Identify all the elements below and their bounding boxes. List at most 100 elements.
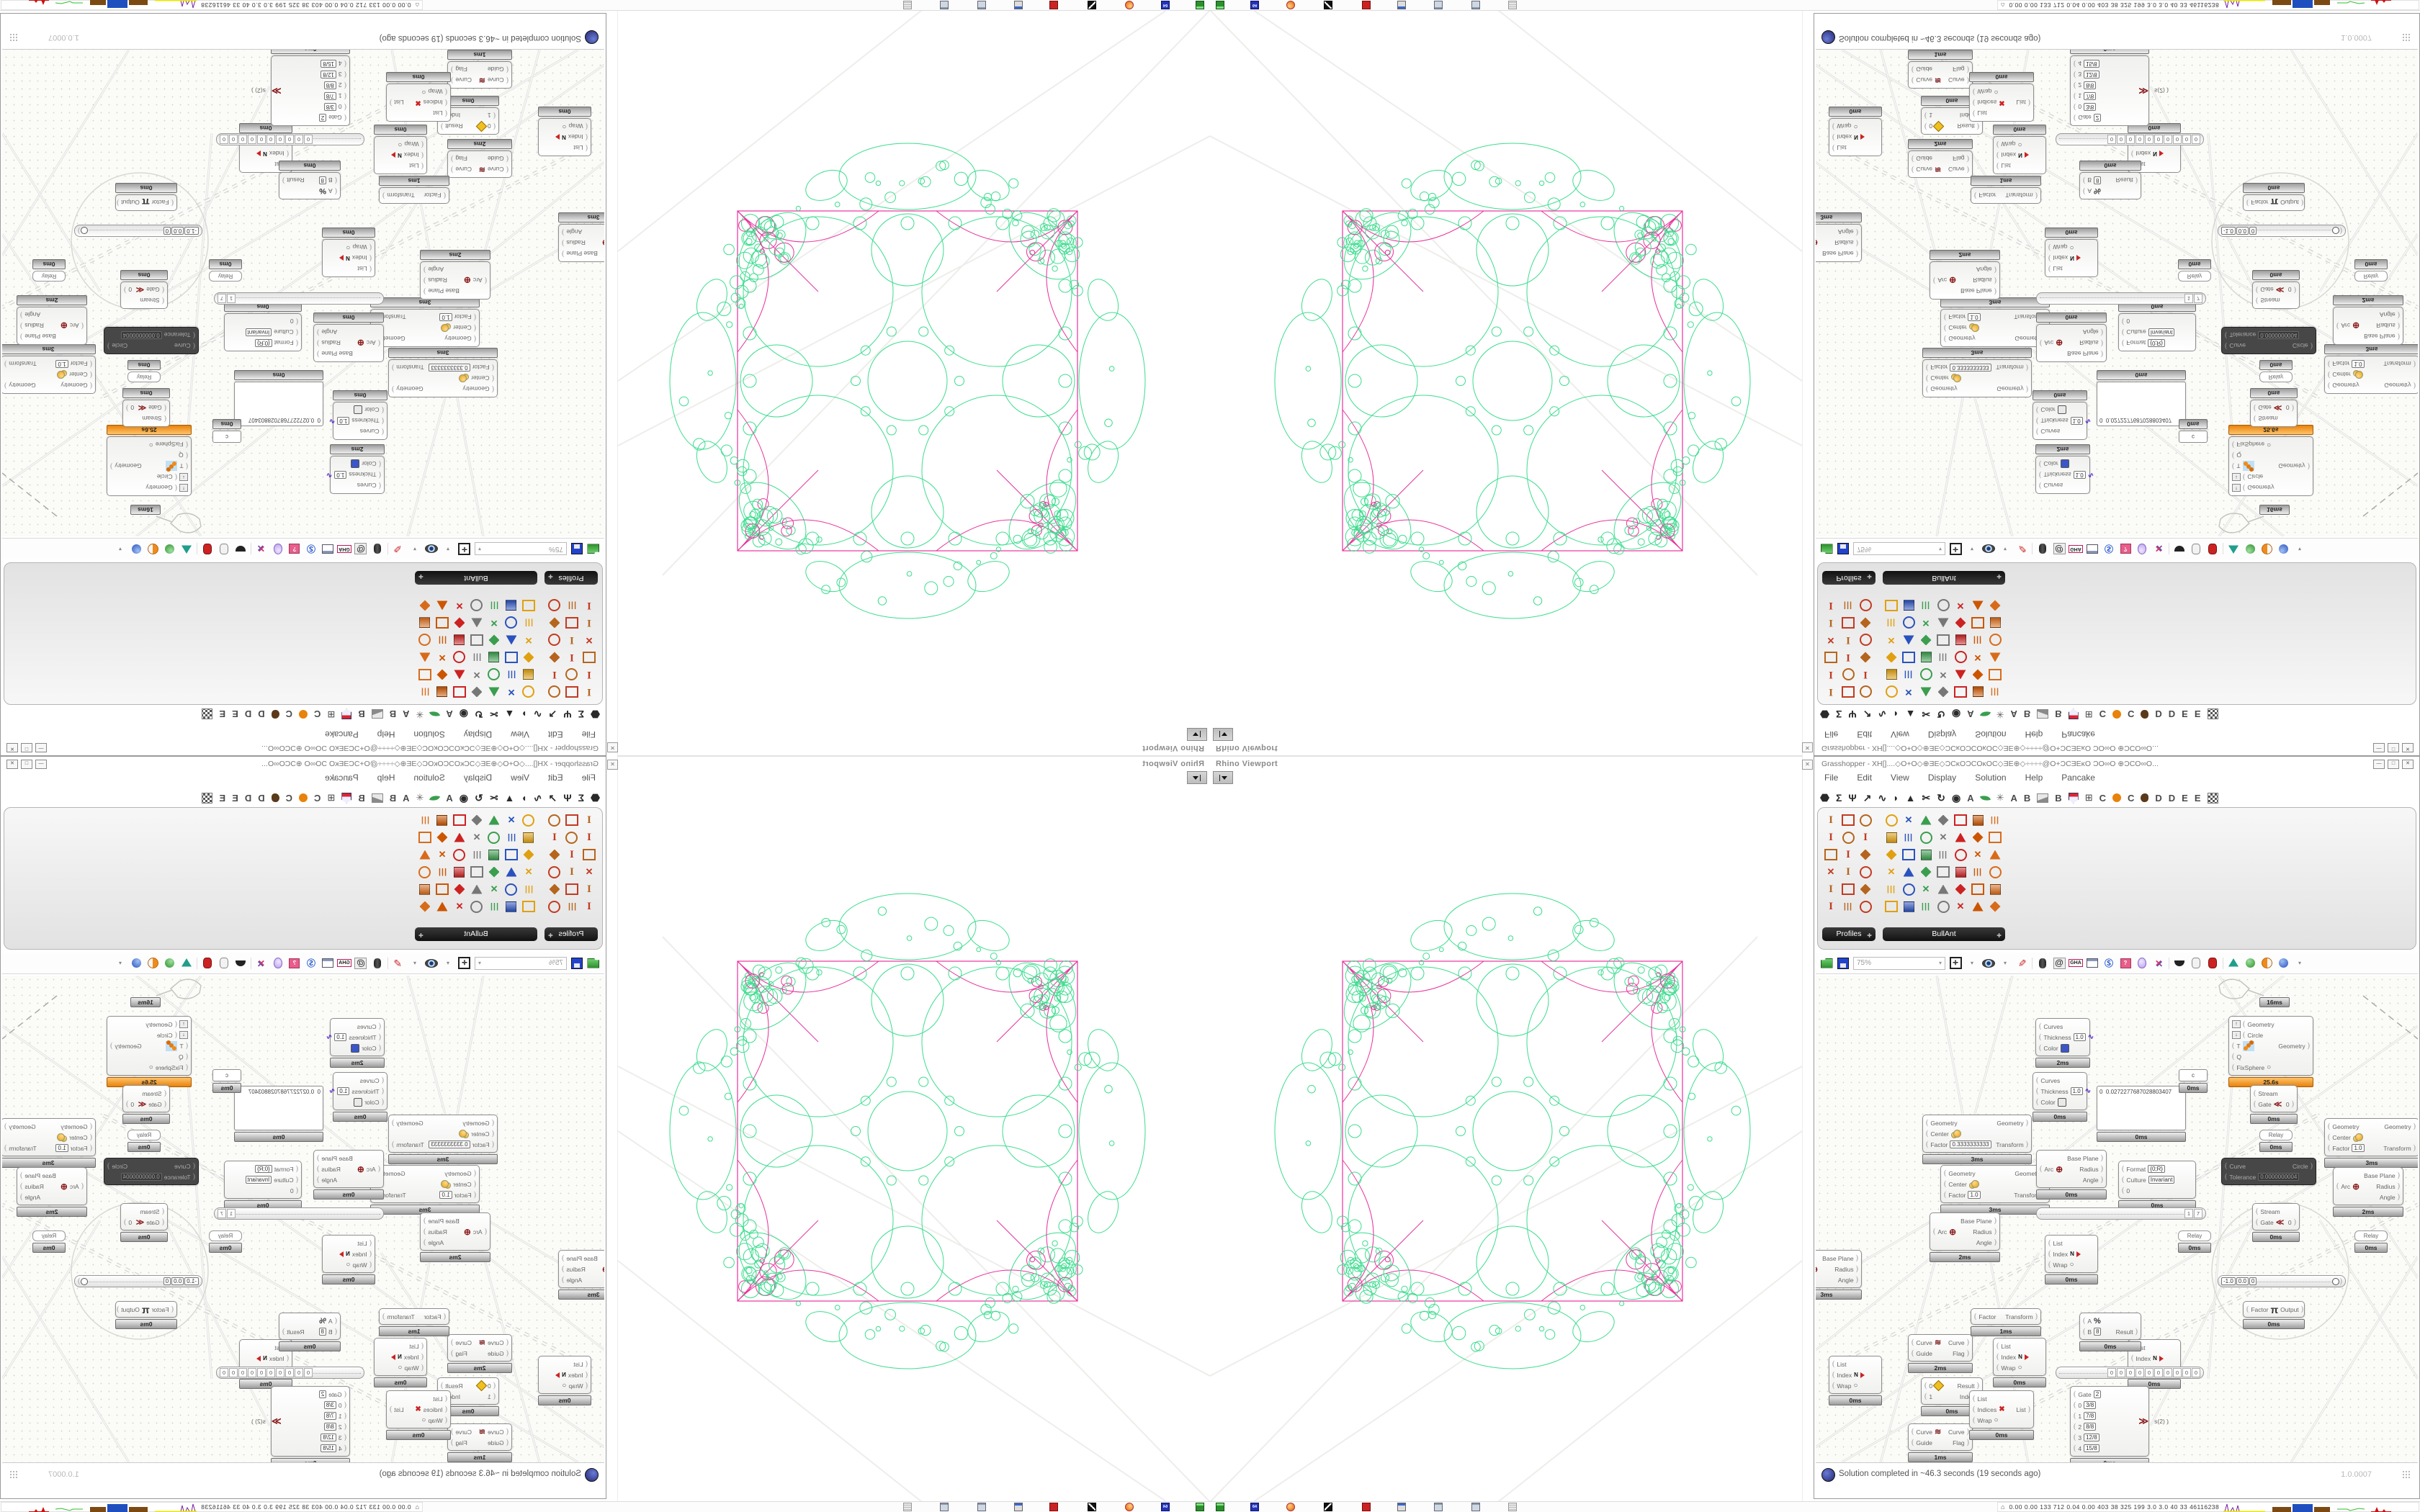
gh-node[interactable]: c 0ms xyxy=(212,1069,241,1093)
menu-solution[interactable]: Solution xyxy=(1975,773,2007,783)
palette-item[interactable]: I xyxy=(563,649,581,666)
tab-surface-icon[interactable]: ◗ xyxy=(1893,792,1899,804)
palette-item[interactable]: ||| xyxy=(468,649,485,666)
menu-edit[interactable]: Edit xyxy=(547,773,563,783)
floppy-64-icon[interactable]: 64 xyxy=(1161,1503,1170,1511)
clipboard-icon[interactable] xyxy=(1471,1503,1480,1511)
bake-red-icon[interactable] xyxy=(2206,957,2219,970)
color-swatch[interactable] xyxy=(2057,405,2066,415)
param-value[interactable]: Invariant xyxy=(245,328,272,336)
tab-plugin-leaf-icon[interactable] xyxy=(429,709,441,719)
minimize-button[interactable]: — xyxy=(2373,760,2385,769)
viewport-dropdown-button[interactable] xyxy=(1187,771,1207,784)
email-icon[interactable]: @ xyxy=(354,543,367,556)
tab-plugin-E-15[interactable]: E xyxy=(232,792,238,804)
gh-node[interactable]: ↑(Geometry ↓(Circle(T Geometry)(Q(FixSpher… xyxy=(2228,1016,2313,1087)
clipboard-icon[interactable] xyxy=(940,1503,949,1511)
palette-item[interactable]: ✕ xyxy=(1935,666,1952,683)
tab-intersect-icon[interactable]: ✂ xyxy=(1922,708,1931,721)
gh-node[interactable]: (GeometryGeometry)(Center(Factor1.0Trans… xyxy=(370,1165,480,1215)
tab-transform-icon[interactable]: ↻ xyxy=(1937,791,1945,804)
tab-plugin-gear-icon[interactable]: ✳ xyxy=(416,709,424,720)
param-value[interactable]: 2 xyxy=(2093,114,2102,122)
gh-node[interactable]: (Format {0;R}(Culture Invariant(0 0ms xyxy=(2118,1161,2196,1210)
gh-node[interactable]: (Geometry Geometry)(Center(Factor 0.333333… xyxy=(388,1115,498,1164)
param-value[interactable]: 1.0 xyxy=(55,360,68,368)
menu-file[interactable]: File xyxy=(1824,773,1839,783)
param-value[interactable]: Invariant xyxy=(245,1176,272,1184)
lightbulb-icon[interactable] xyxy=(2136,543,2148,556)
palette-item[interactable]: ||| xyxy=(1839,597,1857,614)
palette-tab-bullant[interactable]: BullAnt ✚ xyxy=(415,571,537,585)
menu-view[interactable]: View xyxy=(1891,773,1909,783)
palette-item[interactable] xyxy=(468,863,485,881)
gh-node[interactable]: -1.0 0.0 0) xyxy=(2218,1275,2346,1287)
tab-plugin-image-icon[interactable] xyxy=(2037,793,2049,803)
tab-plugin-rooster-icon[interactable] xyxy=(2141,710,2149,719)
gh-node[interactable]: Base Plane)(Arc ⊕ Radius) Angle) 2ms xyxy=(17,295,87,345)
tab-plugin-E-15[interactable]: E xyxy=(2182,792,2188,804)
palette-item[interactable] xyxy=(1883,649,1900,666)
bake-white-icon[interactable] xyxy=(2190,543,2202,556)
tab-surface-icon[interactable]: ◗ xyxy=(1893,708,1899,720)
tab-params-hexagon-icon[interactable] xyxy=(591,710,600,719)
tab-plugin-A-3[interactable]: A xyxy=(2010,792,2017,804)
bake-white-icon[interactable] xyxy=(218,543,230,556)
param-value[interactable]: 1.0 xyxy=(337,1087,350,1095)
gh-node[interactable]: (List(Indices ✖ List)(Wrap ○ 0ms xyxy=(1969,1390,2034,1440)
drag-handle-icon[interactable] xyxy=(2402,33,2411,42)
gh-node[interactable]: Base Plane)(Arc ⊕ Radius) Angle) 0ms xyxy=(313,1150,384,1200)
gh-node[interactable]: 16ms xyxy=(130,996,161,1007)
palette-item[interactable] xyxy=(1883,597,1900,614)
palette-item[interactable] xyxy=(1969,881,1986,898)
palette-item[interactable] xyxy=(581,649,598,666)
scroll-icon[interactable] xyxy=(903,1,912,9)
gh-node[interactable]: (Geometry Geometry)(Center(Factor 0.333333… xyxy=(1922,348,2032,397)
zoom-level-input[interactable]: 75% ▾ xyxy=(1853,542,1945,556)
preview-cone-icon[interactable] xyxy=(180,957,193,970)
slider-handle[interactable] xyxy=(2331,1277,2339,1285)
menu-view[interactable]: View xyxy=(1891,729,1909,739)
param-value[interactable]: 1.0 xyxy=(1968,1191,1981,1199)
caret-icon[interactable]: ▾ xyxy=(114,543,127,556)
tab-plugin-A-0[interactable]: A xyxy=(1967,792,1974,804)
palette-item[interactable] xyxy=(1952,811,1969,829)
gh-node[interactable]: (GeometryGeometry)(Center(Factor1.0Trans… xyxy=(1940,1165,2050,1215)
tab-sets-icon[interactable]: Ψ xyxy=(1848,792,1857,804)
tab-plugin-image-icon[interactable] xyxy=(371,793,383,803)
palette-item[interactable] xyxy=(416,898,434,915)
palette-item[interactable]: ✕ xyxy=(520,631,537,649)
palette-item[interactable] xyxy=(416,666,434,683)
tab-maths-icon[interactable]: Σ xyxy=(1836,792,1842,804)
param-value[interactable]: 0.0000000004 xyxy=(2258,1173,2300,1181)
package-red-icon[interactable] xyxy=(1049,1503,1058,1511)
palette-item[interactable] xyxy=(1900,863,1917,881)
palette-item[interactable] xyxy=(563,829,581,846)
palette-item[interactable] xyxy=(503,898,520,915)
tab-mesh-icon[interactable]: ▲ xyxy=(504,792,515,804)
param-value[interactable]: 1.0 xyxy=(337,417,350,425)
tab-plugin-D-14[interactable]: D xyxy=(2168,708,2176,720)
param-value[interactable]: 1.0 xyxy=(2070,417,2083,425)
zoom-level-input[interactable]: 75% ▾ xyxy=(475,542,567,556)
tab-plugin-leaf-icon[interactable] xyxy=(1979,709,1991,719)
gh-node[interactable]: (A%(B 8 Result) 0ms xyxy=(279,1313,341,1351)
palette-item[interactable]: I xyxy=(563,863,581,881)
preview-blue-icon[interactable] xyxy=(2277,543,2290,556)
palette-item[interactable] xyxy=(1857,881,1874,898)
palette-item[interactable] xyxy=(1900,649,1917,666)
tab-plugin-D-13[interactable]: D xyxy=(2155,708,2162,720)
tab-display-icon[interactable]: ◉ xyxy=(1952,791,1961,804)
tab-plugin-C-11[interactable]: C xyxy=(285,708,293,720)
param-value[interactable]: 8 xyxy=(318,176,326,184)
palette-item[interactable] xyxy=(1883,846,1900,863)
tab-vector-icon[interactable]: ↗ xyxy=(1863,708,1872,721)
palette-item[interactable] xyxy=(1917,631,1935,649)
palette-item[interactable]: ✕ xyxy=(503,683,520,701)
grasshopper-titlebar[interactable]: Grasshopper - XH[]....◇O+O◇⊕ƎE◇ƆCĸOƆCOĸO… xyxy=(1,757,606,771)
